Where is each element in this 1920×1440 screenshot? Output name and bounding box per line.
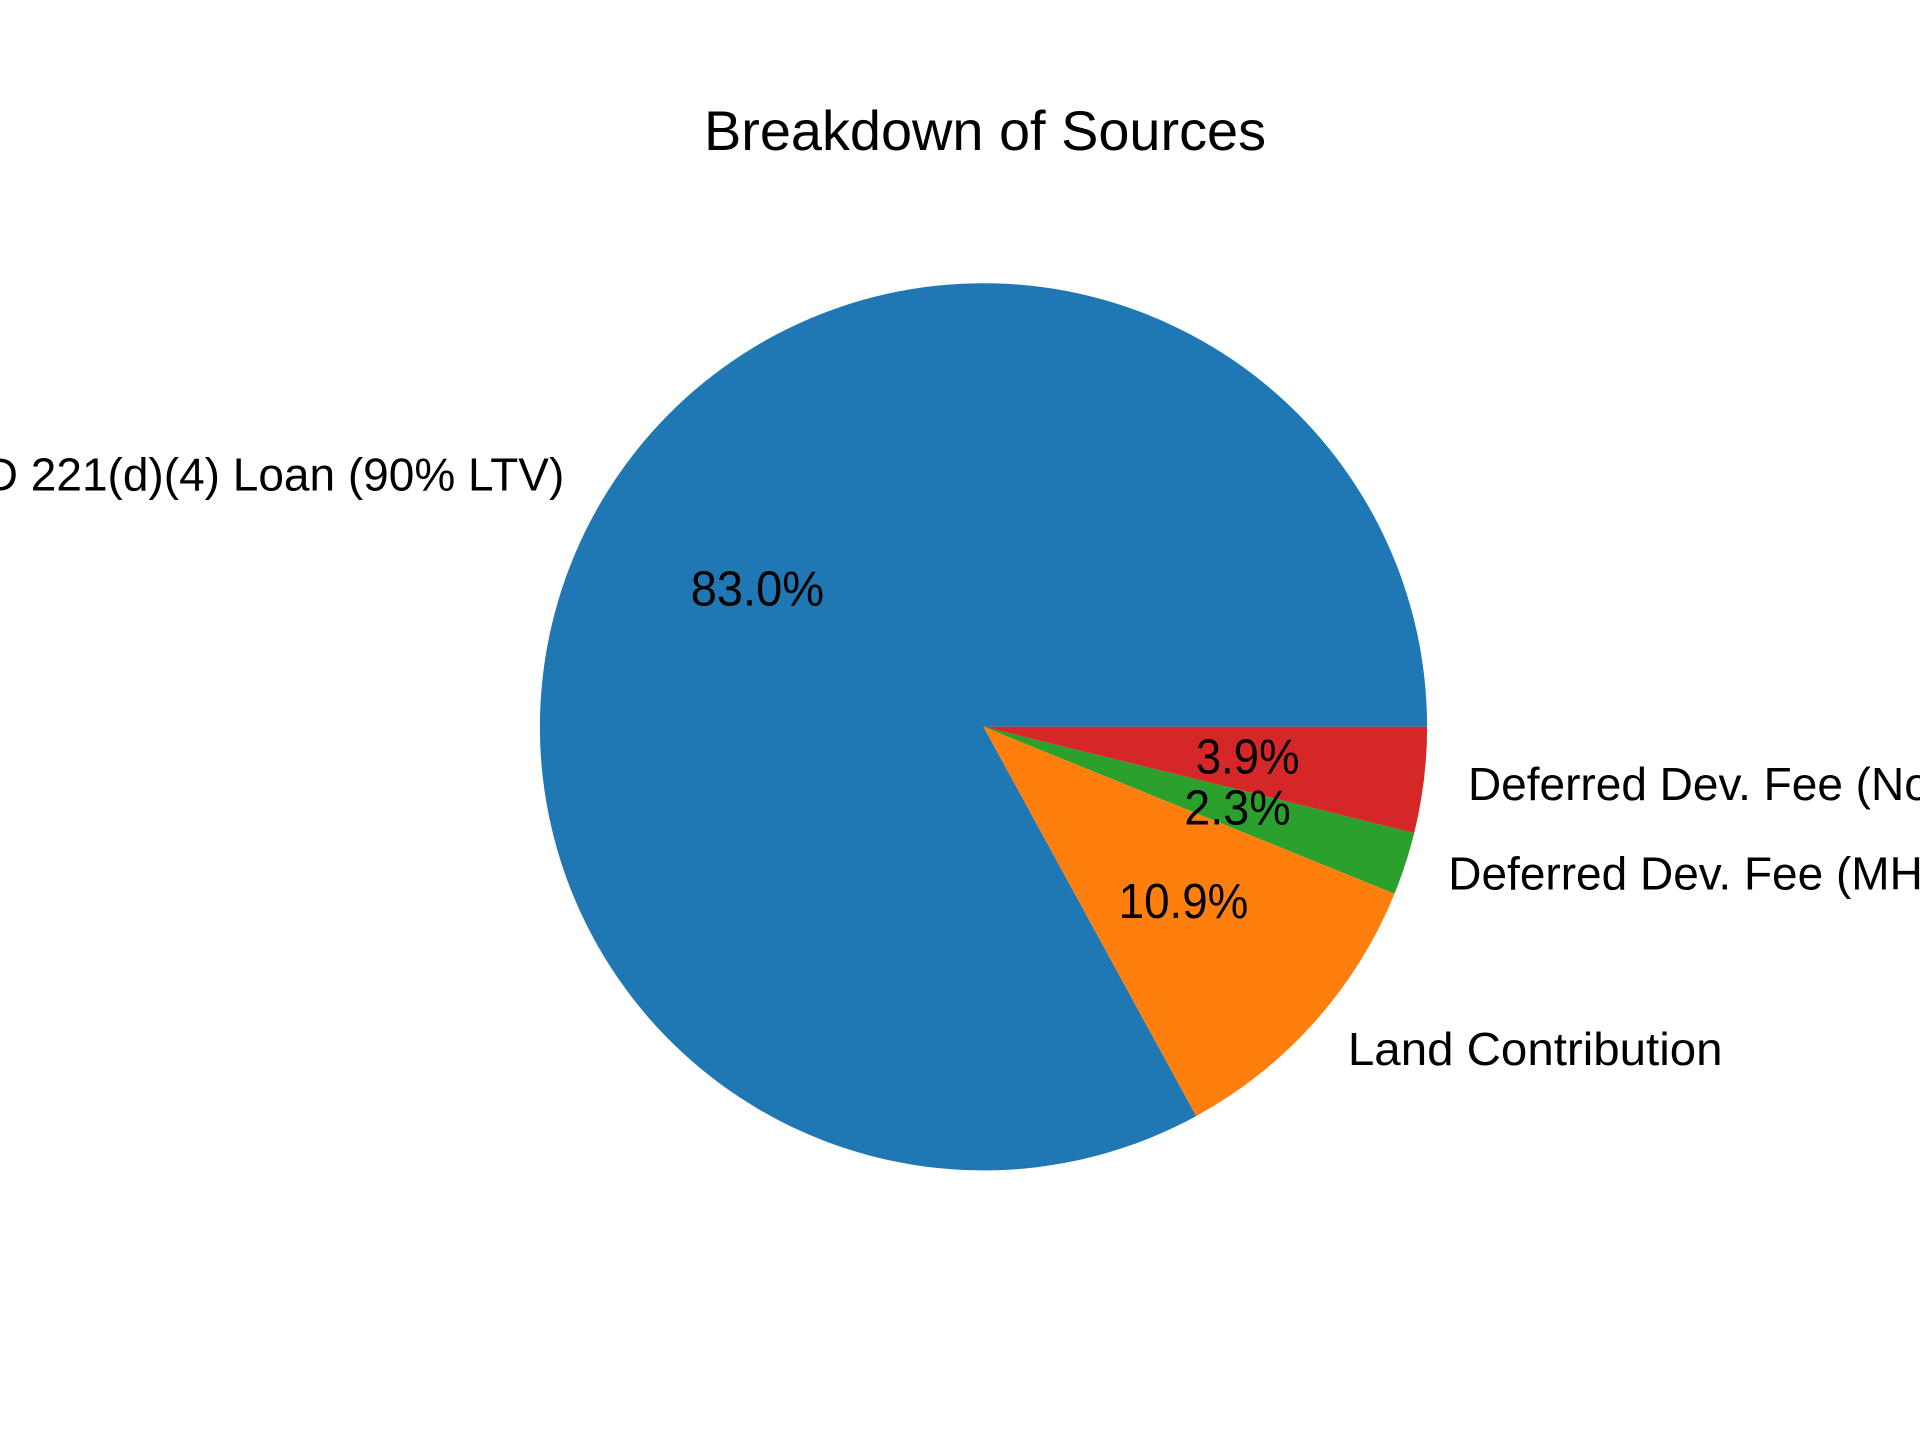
svg-text:2.3%: 2.3%: [1184, 781, 1291, 835]
svg-text:3.9%: 3.9%: [1196, 731, 1300, 785]
svg-text:Deferred Dev. Fee (MHDC): Deferred Dev. Fee (MHDC): [1448, 848, 1920, 900]
svg-text:Breakdown of Sources: Breakdown of Sources: [704, 100, 1266, 162]
svg-text:10.9%: 10.9%: [1119, 875, 1249, 929]
svg-text:83.0%: 83.0%: [691, 562, 824, 616]
svg-text:Deferred Dev. Fee (Normal): Deferred Dev. Fee (Normal): [1468, 758, 1920, 810]
svg-text:Land Contribution: Land Contribution: [1348, 1023, 1723, 1075]
svg-text:HUD 221(d)(4) Loan (90% LTV): HUD 221(d)(4) Loan (90% LTV): [0, 448, 564, 500]
